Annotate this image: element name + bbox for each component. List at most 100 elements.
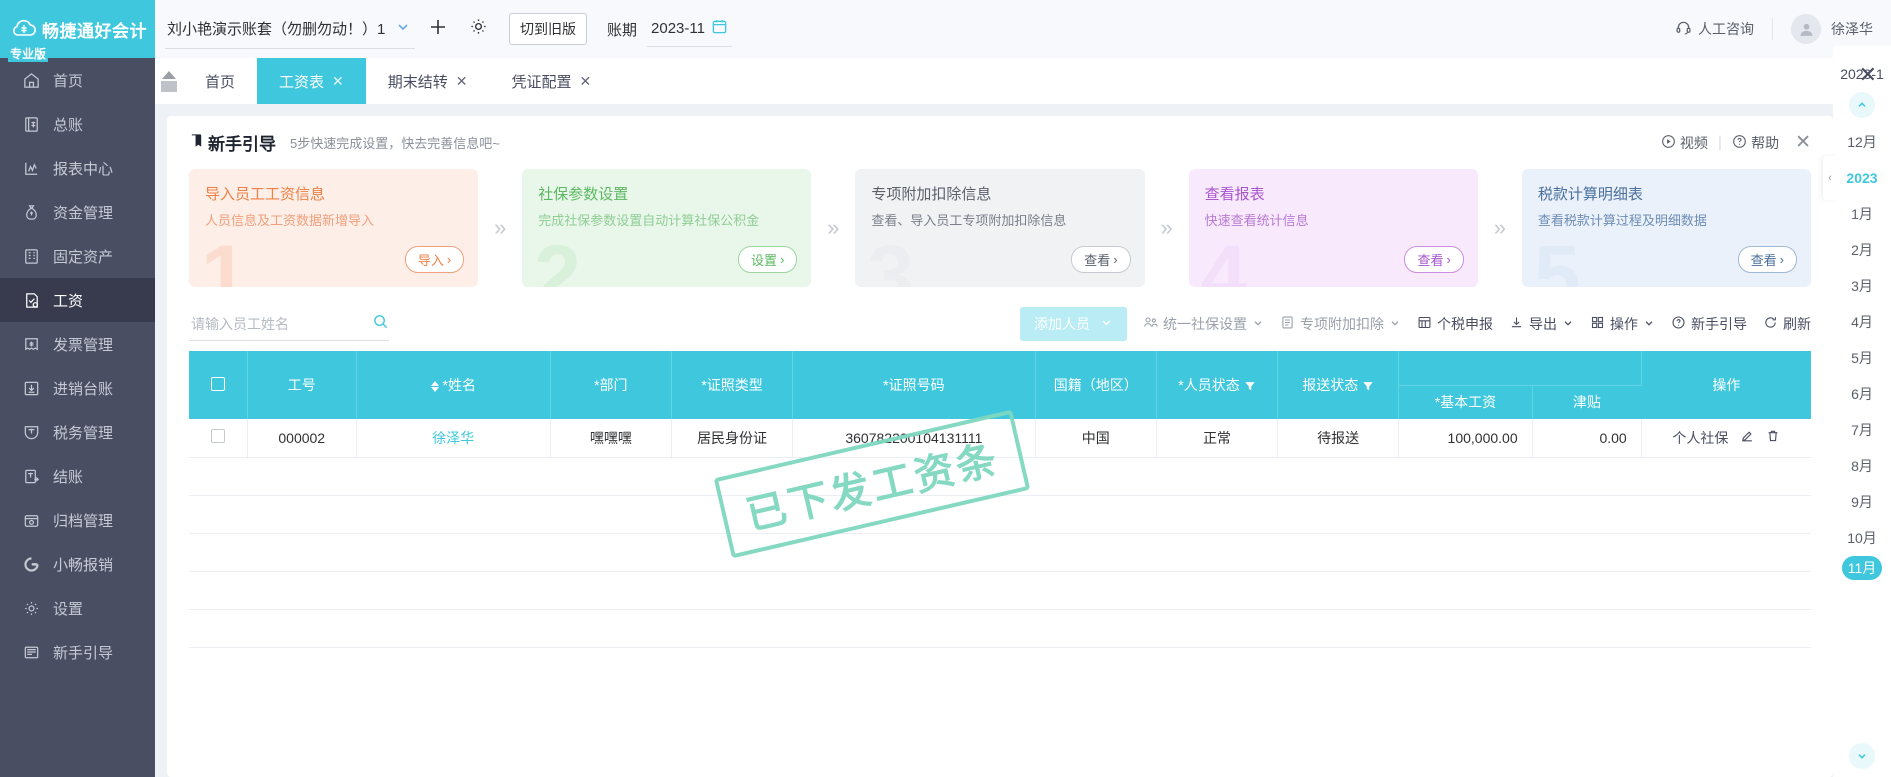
- sidebar-item-reimburse[interactable]: 小畅报销: [0, 542, 155, 586]
- th-submit-status[interactable]: 报送状态: [1277, 351, 1400, 419]
- beginner-guide-button[interactable]: 新手引导: [1671, 314, 1747, 334]
- export-button[interactable]: 导出: [1509, 314, 1574, 334]
- add-person-button[interactable]: 添加人员: [1020, 307, 1127, 341]
- table-row[interactable]: 000002 徐泽华 嘿嘿嘿 居民身份证 360782200104131111 …: [189, 419, 1811, 458]
- rail-month-1[interactable]: 1月: [1851, 206, 1873, 222]
- tab-voucher-config[interactable]: 凭证配置 ✕: [490, 58, 614, 104]
- rail-month-7[interactable]: 7月: [1851, 422, 1873, 438]
- th-allowance[interactable]: 津贴: [1532, 385, 1642, 419]
- sidebar-item-home[interactable]: 首页: [0, 58, 155, 102]
- add-account-button[interactable]: [421, 12, 455, 46]
- tax-declare-button[interactable]: 个税申报: [1417, 314, 1493, 334]
- select-all-cell[interactable]: [189, 351, 248, 419]
- rail-scroll-down-button[interactable]: [1849, 743, 1875, 769]
- social-security-settings-button[interactable]: 统一社保设置: [1143, 314, 1264, 334]
- step-action-button[interactable]: 查看 ›: [1071, 246, 1131, 273]
- guide-help-button[interactable]: 帮助: [1732, 133, 1779, 153]
- sidebar-item-ledger[interactable]: 总账: [0, 102, 155, 146]
- sidebar-item-inventory[interactable]: 进销台账: [0, 366, 155, 410]
- guide-step-2[interactable]: 社保参数设置 完成社保参数设置自动计算社保公积金 2 设置 ›: [522, 169, 812, 287]
- sidebar-item-archive[interactable]: 归档管理: [0, 498, 155, 542]
- chevron-down-icon: [1389, 316, 1401, 332]
- trash-icon[interactable]: [1766, 429, 1780, 446]
- search-box[interactable]: [189, 308, 389, 341]
- step-action-button[interactable]: 查看 ›: [1404, 246, 1464, 273]
- th-base-salary[interactable]: *基本工资: [1398, 385, 1533, 419]
- close-icon[interactable]: ✕: [455, 72, 468, 89]
- search-icon[interactable]: [372, 313, 389, 335]
- cell-name[interactable]: 徐泽华: [356, 419, 551, 458]
- th-nationality[interactable]: 国籍（地区）: [1035, 351, 1157, 419]
- sidebar-label: 工资: [53, 292, 84, 310]
- rail-scroll-up-button[interactable]: [1849, 92, 1875, 118]
- rail-month-6[interactable]: 6月: [1851, 386, 1873, 402]
- rail-month-4[interactable]: 4月: [1851, 314, 1873, 330]
- sort-icon[interactable]: [430, 380, 439, 392]
- header-right: 人工咨询 徐泽华: [1675, 14, 1873, 44]
- chevron-right-icon: ›: [1113, 252, 1118, 267]
- switch-version-button[interactable]: 切到旧版: [509, 13, 587, 45]
- rail-month-10[interactable]: 10月: [1847, 530, 1877, 546]
- refresh-button[interactable]: 刷新: [1763, 314, 1811, 334]
- rail-month-12[interactable]: 12月: [1847, 134, 1877, 150]
- settings-button[interactable]: [461, 12, 495, 46]
- special-deduction-button[interactable]: 专项附加扣除: [1280, 314, 1401, 334]
- step-number: 3: [867, 228, 915, 287]
- tab-home[interactable]: 首页: [183, 58, 257, 104]
- guide-step-3[interactable]: 专项附加扣除信息 查看、导入员工专项附加扣除信息 3 查看 ›: [855, 169, 1145, 287]
- guide-step-1[interactable]: 导入员工工资信息 人员信息及工资数据新增导入 1 导入 ›: [189, 169, 479, 287]
- sidebar-item-assets[interactable]: 固定资产: [0, 234, 155, 278]
- tab-scroll-up-button[interactable]: [155, 58, 183, 104]
- step-action-button[interactable]: 设置 ›: [738, 246, 798, 273]
- rail-month-2[interactable]: 2月: [1851, 242, 1873, 258]
- th-id-number[interactable]: *证照号码: [792, 351, 1036, 419]
- close-icon[interactable]: ✕: [332, 72, 344, 89]
- guide-step-5[interactable]: 税款计算明细表 查看税款计算过程及明细数据 5 查看 ›: [1521, 169, 1812, 287]
- period-picker[interactable]: 2023-11: [647, 12, 732, 47]
- close-icon[interactable]: ✕: [579, 72, 592, 89]
- human-service-button[interactable]: 人工咨询: [1675, 19, 1754, 39]
- sidebar-item-payroll[interactable]: 工资: [0, 278, 155, 322]
- th-employee-no[interactable]: 工号: [247, 351, 357, 419]
- account-set-selector[interactable]: 刘小艳演示账套（勿删勿动！）1: [165, 9, 415, 49]
- sidebar-item-settle[interactable]: 结账: [0, 454, 155, 498]
- sidebar-item-settings[interactable]: 设置: [0, 586, 155, 630]
- guide-video-button[interactable]: 视频: [1661, 133, 1708, 153]
- sidebar-item-invoice[interactable]: 发票管理: [0, 322, 155, 366]
- guide-step-4[interactable]: 查看报表 快速查看统计信息 4 查看 ›: [1188, 169, 1478, 287]
- search-input[interactable]: [191, 315, 372, 332]
- avatar[interactable]: [1791, 14, 1821, 44]
- row-checkbox[interactable]: [210, 429, 225, 444]
- guide-close-icon[interactable]: ✕: [1795, 132, 1811, 153]
- filter-icon[interactable]: [1244, 377, 1256, 393]
- rail-month-5[interactable]: 5月: [1851, 350, 1873, 366]
- tab-payroll-table[interactable]: 工资表 ✕: [257, 58, 366, 104]
- rail-month-11-current[interactable]: 11月: [1841, 556, 1883, 580]
- edit-icon[interactable]: [1740, 429, 1754, 446]
- th-department[interactable]: *部门: [550, 351, 672, 419]
- sidebar-item-tax[interactable]: 税务管理: [0, 410, 155, 454]
- sidebar-item-reports[interactable]: 报表中心: [0, 146, 155, 190]
- payroll-panel: 新手引导 5步快速完成设置，快去完善信息吧~ 视频 |: [167, 116, 1833, 777]
- brand-logo[interactable]: 畅捷通好会计 专业版: [0, 0, 155, 62]
- personal-social-security-link[interactable]: 个人社保: [1672, 429, 1729, 446]
- select-all-checkbox[interactable]: [210, 376, 225, 391]
- archive-icon: [22, 511, 41, 530]
- rail-month-3[interactable]: 3月: [1851, 278, 1873, 294]
- rail-month-8[interactable]: 8月: [1851, 458, 1873, 474]
- rail-close-icon[interactable]: ✕: [1858, 62, 1877, 87]
- tab-period-carryover[interactable]: 期末结转 ✕: [366, 58, 490, 104]
- sidebar-item-funds[interactable]: 资金管理: [0, 190, 155, 234]
- th-name[interactable]: *姓名: [356, 351, 551, 419]
- th-id-type[interactable]: *证照类型: [671, 351, 794, 419]
- th-person-status[interactable]: *人员状态: [1156, 351, 1279, 419]
- filter-icon[interactable]: [1362, 377, 1374, 393]
- step-action-button[interactable]: 查看 ›: [1737, 246, 1798, 273]
- rail-month-9[interactable]: 9月: [1851, 494, 1873, 510]
- th-operations[interactable]: 操作: [1641, 351, 1811, 419]
- operate-button[interactable]: 操作: [1590, 314, 1655, 334]
- rail-collapse-handle[interactable]: ‹: [1823, 156, 1837, 200]
- sidebar-item-guide[interactable]: 新手引导: [0, 630, 155, 674]
- row-checkbox-cell[interactable]: [189, 419, 248, 458]
- step-action-button[interactable]: 导入 ›: [404, 246, 465, 273]
